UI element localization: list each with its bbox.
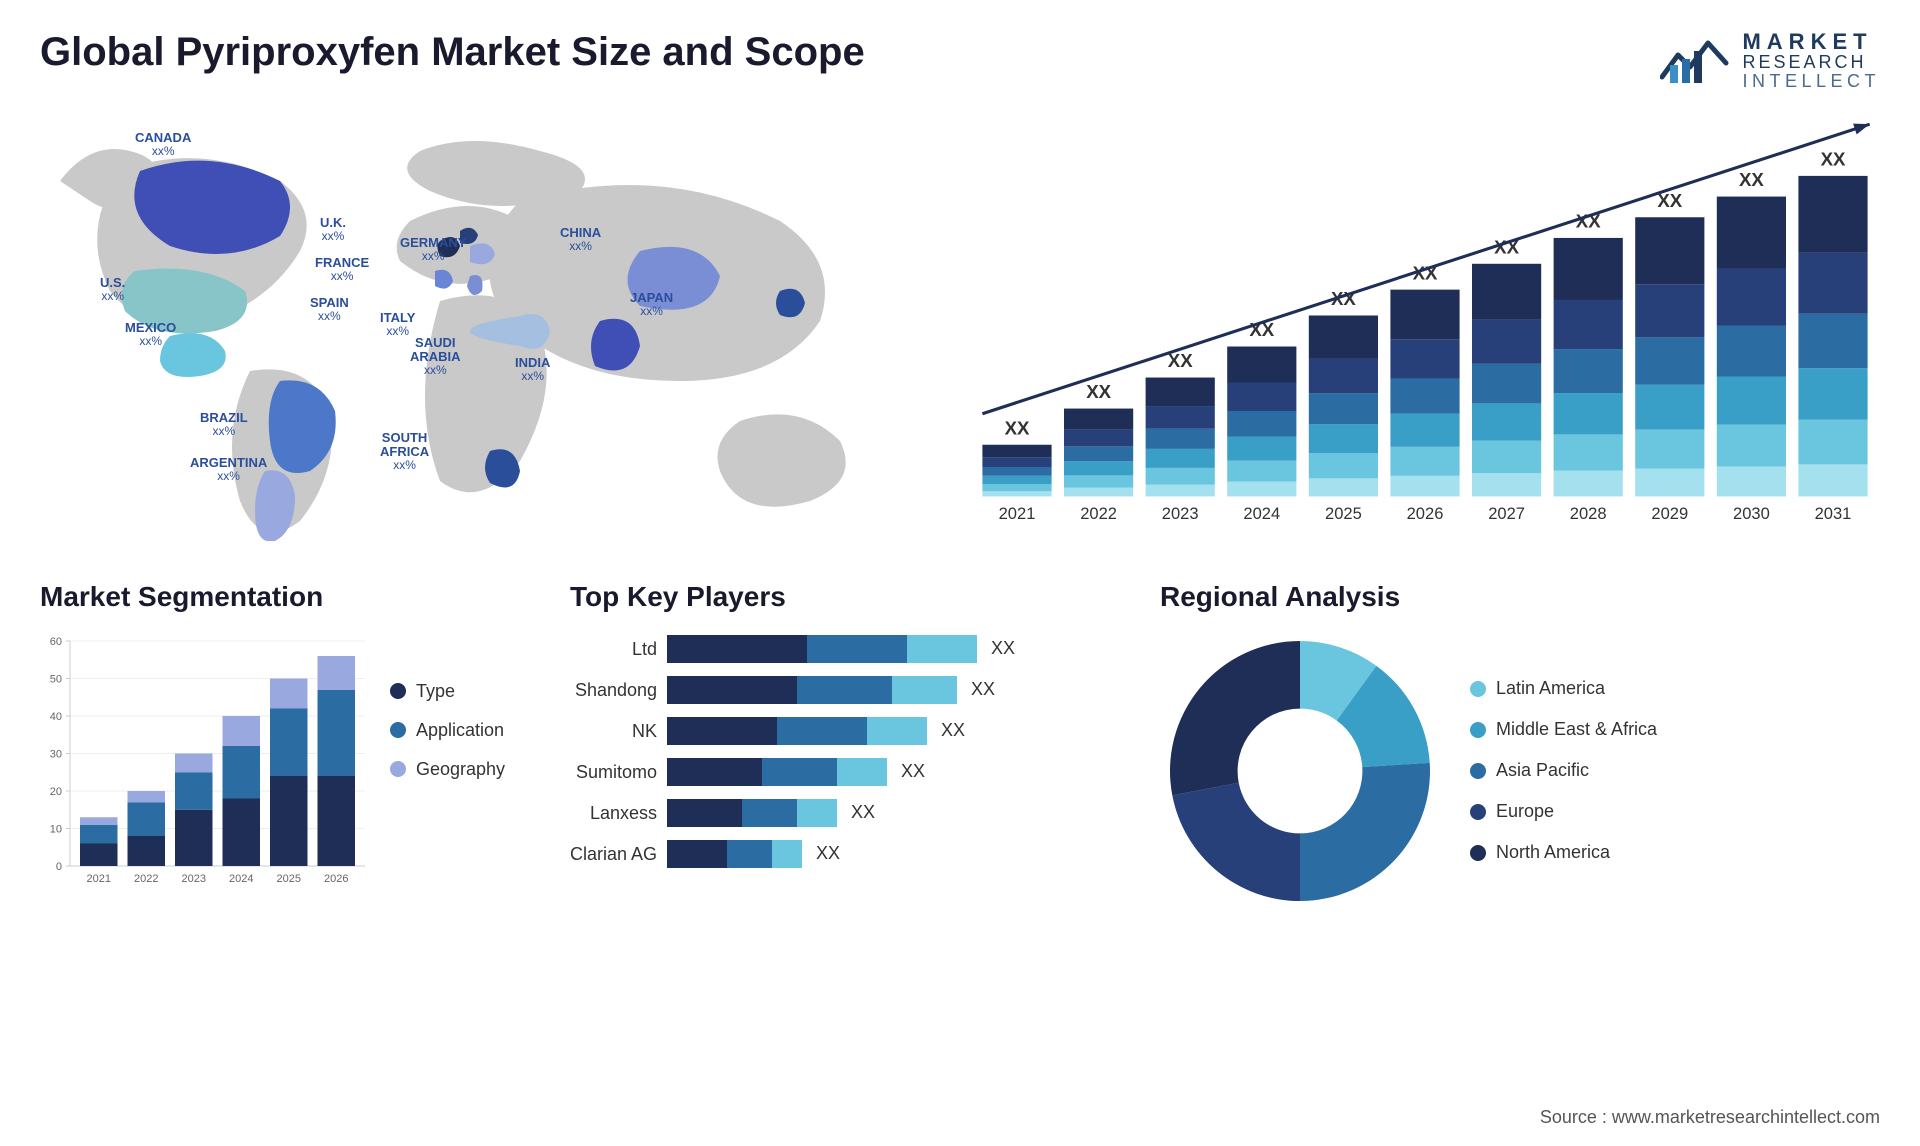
map-label: BRAZILxx% [200, 411, 248, 438]
player-bar-row: XX [667, 799, 1130, 827]
segmentation-legend: Type Application Geography [390, 631, 505, 780]
map-label: CHINAxx% [560, 226, 601, 253]
regional-title: Regional Analysis [1160, 581, 1880, 613]
logo-text-3: INTELLECT [1742, 72, 1880, 91]
svg-text:XX: XX [1821, 148, 1846, 169]
players-labels: Ltd Shandong NK Sumitomo Lanxess Clarian AG [570, 631, 657, 868]
map-label: INDIAxx% [515, 356, 550, 383]
player-name: NK [632, 717, 657, 745]
map-label: FRANCExx% [315, 256, 369, 283]
player-name: Shandong [575, 676, 657, 704]
svg-text:XX: XX [1739, 169, 1764, 190]
svg-text:2024: 2024 [229, 873, 253, 885]
regional-legend: Latin America Middle East & Africa Asia Pa… [1470, 678, 1657, 863]
svg-text:2023: 2023 [1162, 504, 1199, 523]
legend-item: Latin America [1470, 678, 1657, 699]
svg-text:20: 20 [50, 786, 62, 798]
regional-donut-chart [1160, 631, 1440, 911]
svg-text:10: 10 [50, 823, 62, 835]
player-bar-row: XX [667, 840, 1130, 868]
map-label: MEXICOxx% [125, 321, 176, 348]
legend-item: Application [390, 720, 505, 741]
player-bar-row: XX [667, 635, 1130, 663]
map-label: SOUTHAFRICAxx% [380, 431, 429, 473]
players-title: Top Key Players [570, 581, 1130, 613]
map-label: GERMANYxx% [400, 236, 466, 263]
player-bar-row: XX [667, 717, 1130, 745]
logo-text-2: RESEARCH [1742, 53, 1880, 72]
svg-text:2021: 2021 [999, 504, 1036, 523]
svg-text:2028: 2028 [1570, 504, 1607, 523]
logo-text-1: MARKET [1742, 30, 1880, 53]
map-label: CANADAxx% [135, 131, 191, 158]
map-label: U.K.xx% [320, 216, 346, 243]
player-bar-row: XX [667, 758, 1130, 786]
svg-text:2030: 2030 [1733, 504, 1770, 523]
players-hbar-chart: XX XX XX XX XX XX [667, 631, 1130, 868]
player-name: Clarian AG [570, 840, 657, 868]
svg-text:40: 40 [50, 711, 62, 723]
svg-text:2025: 2025 [277, 873, 301, 885]
svg-text:30: 30 [50, 748, 62, 760]
legend-item: Europe [1470, 801, 1657, 822]
svg-text:2024: 2024 [1243, 504, 1280, 523]
player-bar-row: XX [667, 676, 1130, 704]
source-text: Source : www.marketresearchintellect.com [1540, 1107, 1880, 1128]
svg-text:2027: 2027 [1488, 504, 1525, 523]
segmentation-title: Market Segmentation [40, 581, 540, 613]
svg-text:2026: 2026 [1407, 504, 1444, 523]
svg-text:50: 50 [50, 673, 62, 685]
player-name: Ltd [632, 635, 657, 663]
legend-item: Middle East & Africa [1470, 719, 1657, 740]
page-title: Global Pyriproxyfen Market Size and Scop… [40, 30, 865, 75]
svg-text:2031: 2031 [1815, 504, 1852, 523]
forecast-chart-panel: XX2021XX2022XX2023XX2024XX2025XX2026XX20… [970, 121, 1880, 541]
player-name: Sumitomo [576, 758, 657, 786]
svg-text:2023: 2023 [182, 873, 206, 885]
map-label: ITALYxx% [380, 311, 415, 338]
svg-text:60: 60 [50, 636, 62, 648]
map-label: U.S.xx% [100, 276, 125, 303]
legend-item: Type [390, 681, 505, 702]
svg-text:0: 0 [56, 861, 62, 873]
legend-item: Asia Pacific [1470, 760, 1657, 781]
brand-logo: MARKET RESEARCH INTELLECT [1660, 30, 1880, 91]
logo-mark-icon [1660, 35, 1730, 85]
svg-text:2021: 2021 [87, 873, 111, 885]
map-label: SAUDIARABIAxx% [410, 336, 461, 378]
legend-item: Geography [390, 759, 505, 780]
svg-text:2029: 2029 [1651, 504, 1688, 523]
segmentation-bar-chart: 0 10 20 30 40 50 60 2021 2022 2023 2024 2025 2026 [40, 631, 370, 891]
legend-item: North America [1470, 842, 1657, 863]
svg-text:2022: 2022 [1080, 504, 1117, 523]
map-label: SPAINxx% [310, 296, 349, 323]
svg-text:2022: 2022 [134, 873, 158, 885]
player-name: Lanxess [590, 799, 657, 827]
svg-text:XX: XX [1005, 417, 1030, 438]
map-label: JAPANxx% [630, 291, 673, 318]
svg-text:2025: 2025 [1325, 504, 1362, 523]
svg-text:2026: 2026 [324, 873, 348, 885]
map-label: ARGENTINAxx% [190, 456, 267, 483]
world-map-panel: CANADAxx% U.S.xx%MEXICOxx% BRAZILxx% ARGENT… [40, 121, 910, 541]
svg-text:XX: XX [1086, 381, 1111, 402]
forecast-bar-chart: XX2021XX2022XX2023XX2024XX2025XX2026XX20… [970, 121, 1880, 541]
